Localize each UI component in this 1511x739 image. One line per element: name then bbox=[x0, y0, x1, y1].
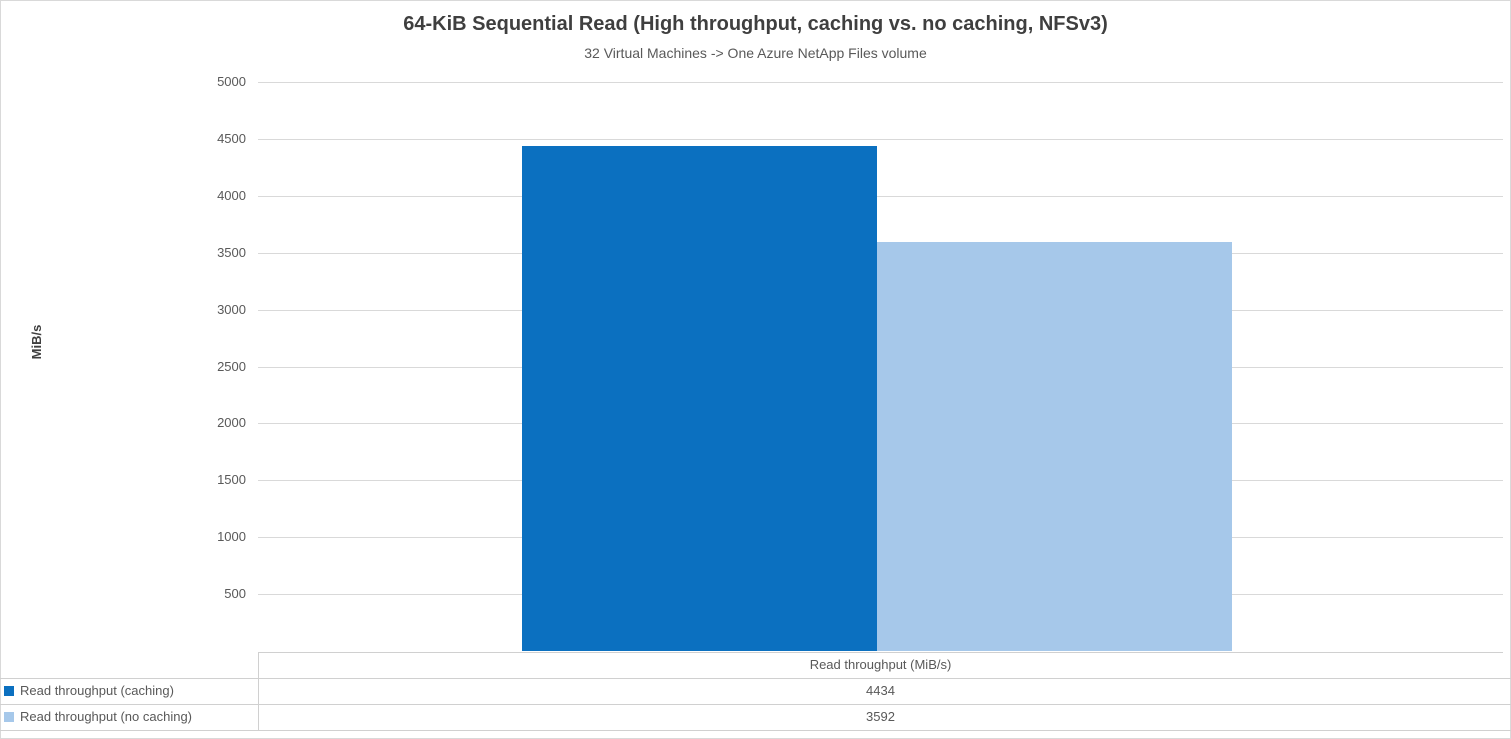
table-header-cell: Read throughput (MiB/s) bbox=[809, 657, 952, 672]
y-tick-label: 500 bbox=[224, 586, 246, 602]
y-tick-label: 3500 bbox=[217, 244, 246, 260]
table-border bbox=[0, 678, 1511, 679]
y-tick-label: 4000 bbox=[217, 187, 246, 203]
legend-label-caching: Read throughput (caching) bbox=[20, 683, 174, 698]
table-border bbox=[258, 652, 259, 730]
legend-label-no-caching: Read throughput (no caching) bbox=[20, 709, 193, 724]
y-tick-label: 4500 bbox=[217, 130, 246, 146]
legend-item-no-caching: Read throughput (no caching) bbox=[0, 704, 258, 730]
y-tick-label: 5000 bbox=[217, 74, 246, 89]
y-tick-label: 3000 bbox=[217, 301, 246, 317]
gridline bbox=[258, 138, 1503, 140]
bar-no-caching bbox=[877, 242, 1232, 651]
table-value-caching: 4434 bbox=[866, 683, 895, 698]
y-tick-label: 2000 bbox=[217, 415, 246, 431]
table-value-no-caching: 3592 bbox=[866, 709, 895, 724]
legend-item-caching: Read throughput (caching) bbox=[0, 678, 258, 704]
legend-swatch-caching-icon bbox=[4, 686, 14, 696]
table-border bbox=[258, 652, 1503, 653]
chart-title: 64-KiB Sequential Read (High throughput,… bbox=[403, 13, 1108, 35]
bar-caching bbox=[522, 146, 877, 651]
y-tick-label: 1000 bbox=[217, 529, 246, 545]
table-border bbox=[0, 730, 1511, 731]
y-tick-label: 1500 bbox=[217, 472, 246, 488]
gridline bbox=[258, 82, 1503, 83]
table-border bbox=[0, 704, 1511, 705]
gridline bbox=[258, 195, 1503, 197]
y-tick-label: 2500 bbox=[217, 358, 246, 374]
chart-subtitle: 32 Virtual Machines -> One Azure NetApp … bbox=[584, 45, 927, 61]
legend-swatch-no-caching-icon bbox=[4, 712, 14, 722]
